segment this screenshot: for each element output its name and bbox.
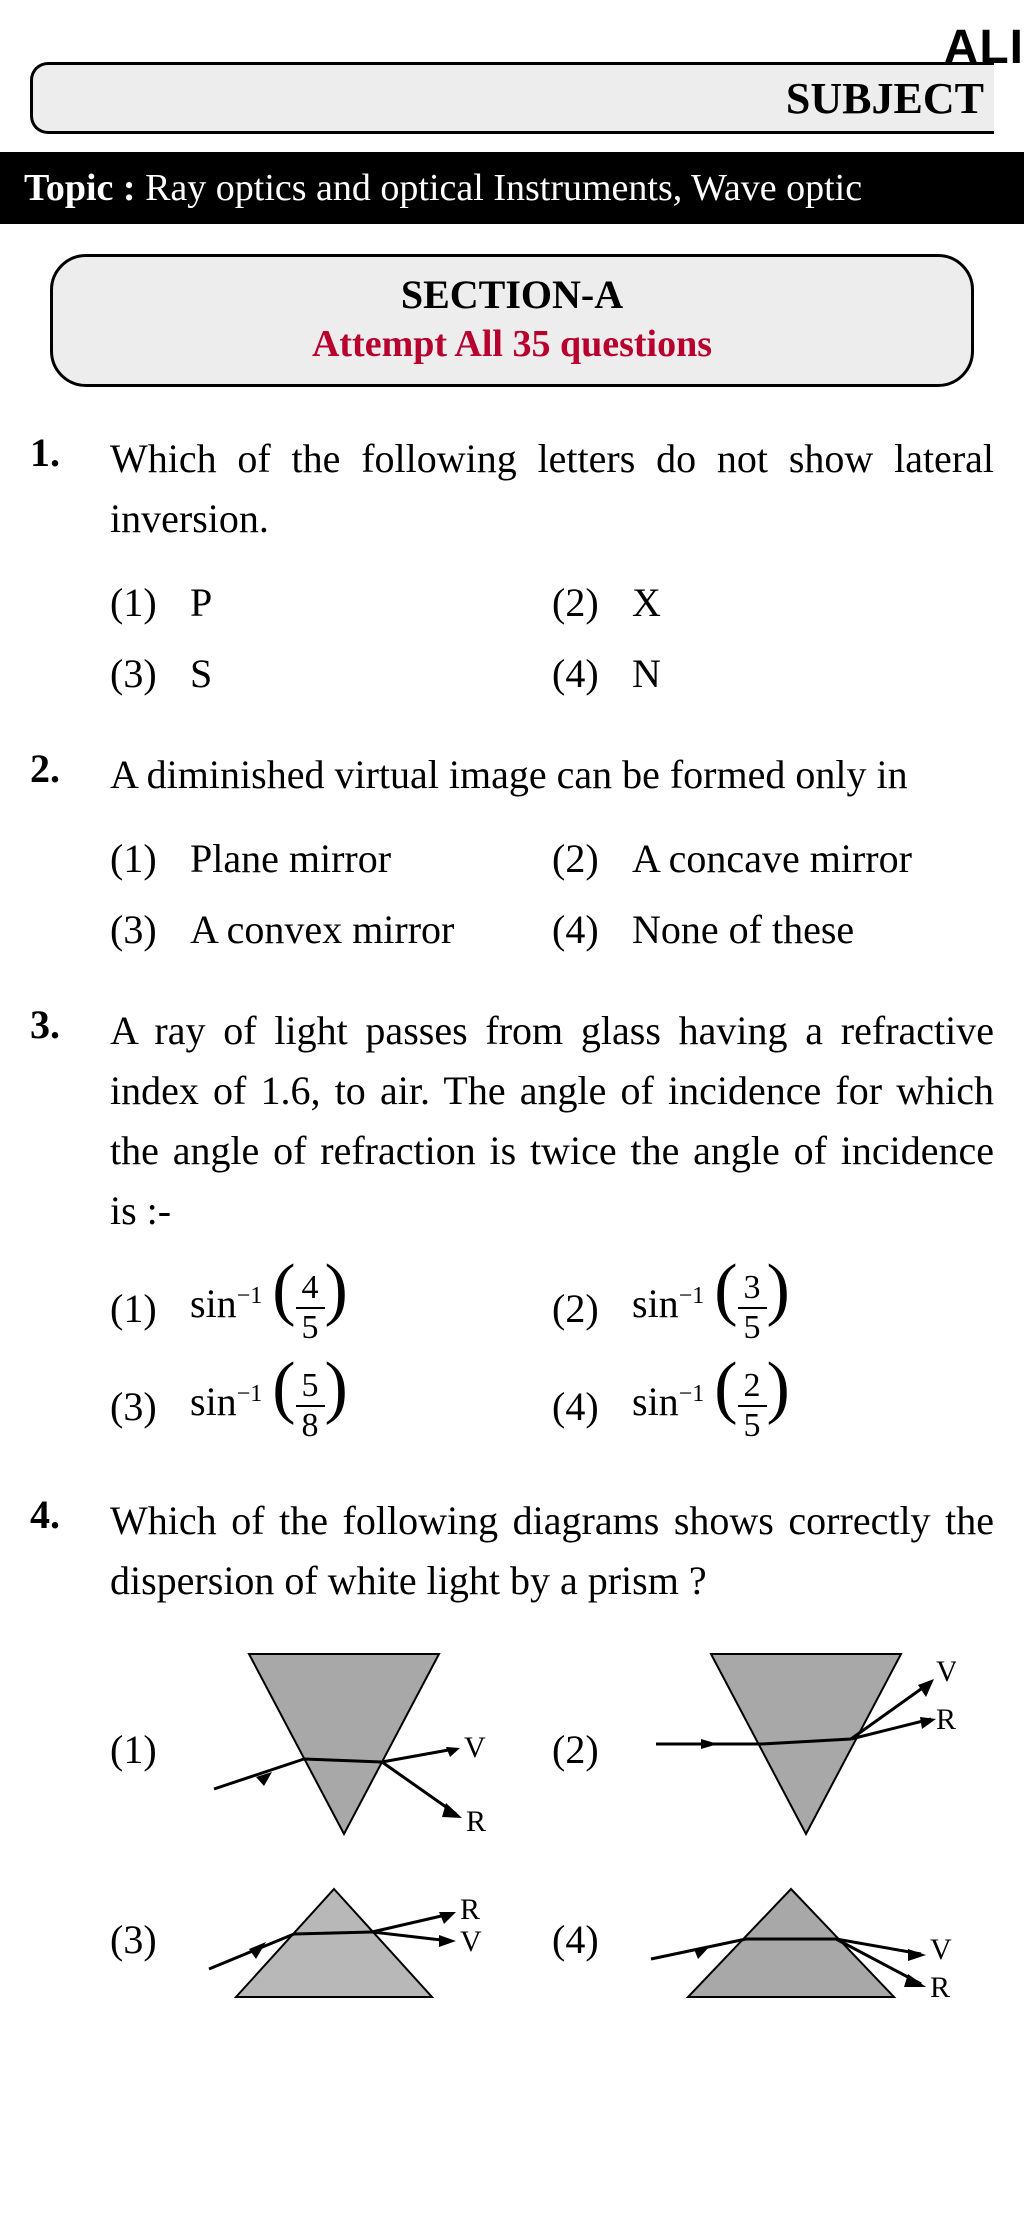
option-math: sin−1 (25) (632, 1369, 790, 1443)
subject-label: SUBJECT (786, 73, 984, 124)
svg-text:R: R (930, 1971, 950, 1999)
option-text: Plane mirror (190, 835, 391, 882)
svg-text:R: R (466, 1805, 486, 1838)
option-label: (2) (552, 1726, 616, 1773)
question-number: 3. (30, 1001, 110, 1455)
option-label: (2) (552, 1285, 616, 1332)
option[interactable]: (3) sin−1 (58) (110, 1357, 552, 1455)
option-label: (4) (552, 906, 616, 953)
topic-bar: Topic : Ray optics and optical Instrumen… (0, 152, 1024, 224)
option[interactable]: (1) V R (110, 1629, 552, 1869)
option-label: (3) (110, 1383, 174, 1430)
section-subtitle: Attempt All 35 questions (53, 322, 971, 366)
option-label: (3) (110, 906, 174, 953)
question-1: 1. Which of the following letters do not… (0, 411, 1024, 727)
option-text: X (632, 579, 661, 626)
option-label: (2) (552, 835, 616, 882)
prism-diagram-3: R V (194, 1879, 494, 1999)
option[interactable]: (4) N (552, 638, 994, 709)
prism-diagram-1: V R (194, 1639, 494, 1859)
topic-prefix: Topic : (24, 167, 136, 209)
svg-text:R: R (936, 1703, 956, 1736)
option[interactable]: (3) S (110, 638, 552, 709)
svg-text:V: V (460, 1925, 482, 1958)
option-text: S (190, 650, 212, 697)
option[interactable]: (3) A convex mirror (110, 894, 552, 965)
svg-text:V: V (464, 1731, 486, 1764)
option[interactable]: (2) X (552, 567, 994, 638)
option-label: (4) (552, 1383, 616, 1430)
option-label: (3) (110, 1916, 174, 1963)
option-text: A concave mirror (632, 835, 912, 882)
question-number: 1. (30, 429, 110, 709)
option[interactable]: (4) sin−1 (25) (552, 1357, 994, 1455)
option[interactable]: (4) None of these (552, 894, 994, 965)
topic-text: Ray optics and optical Instruments, Wave… (145, 167, 862, 209)
option[interactable]: (1) P (110, 567, 552, 638)
question-4: 4. Which of the following diagrams shows… (0, 1473, 1024, 2027)
svg-text:V: V (936, 1655, 956, 1688)
section-title: SECTION-A (53, 271, 971, 318)
subject-bar: SUBJECT (30, 62, 994, 134)
option-label: (4) (552, 650, 616, 697)
option[interactable]: (3) R V (110, 1869, 552, 2009)
option[interactable]: (4) V R (552, 1869, 994, 2009)
question-stem: A diminished virtual image can be formed… (110, 745, 994, 805)
question-2: 2. A diminished virtual image can be for… (0, 727, 1024, 983)
question-stem: A ray of light passes from glass having … (110, 1001, 994, 1241)
section-box: SECTION-A Attempt All 35 questions (50, 254, 974, 387)
option-label: (1) (110, 1726, 174, 1773)
option[interactable]: (2) sin−1 (35) (552, 1259, 994, 1357)
question-number: 2. (30, 745, 110, 965)
prism-diagram-4: V R (636, 1879, 956, 1999)
option[interactable]: (2) A concave mirror (552, 823, 994, 894)
option-math: sin−1 (58) (190, 1369, 348, 1443)
brand-label: ALI (944, 20, 1024, 75)
option-label: (2) (552, 579, 616, 626)
option-text: A convex mirror (190, 906, 454, 953)
question-number: 4. (30, 1491, 110, 2009)
question-stem: Which of the following letters do not sh… (110, 429, 994, 549)
option[interactable]: (1) sin−1 (45) (110, 1259, 552, 1357)
option-text: N (632, 650, 661, 697)
option-label: (1) (110, 579, 174, 626)
option[interactable]: (2) V R (552, 1629, 994, 1869)
option-label: (1) (110, 1285, 174, 1332)
option-label: (4) (552, 1916, 616, 1963)
option-text: None of these (632, 906, 854, 953)
question-3: 3. A ray of light passes from glass havi… (0, 983, 1024, 1473)
svg-text:V: V (930, 1933, 952, 1966)
option-math: sin−1 (45) (190, 1271, 348, 1345)
option[interactable]: (1) Plane mirror (110, 823, 552, 894)
option-text: P (190, 579, 212, 626)
option-label: (3) (110, 650, 174, 697)
prism-diagram-2: V R (636, 1639, 956, 1859)
option-math: sin−1 (35) (632, 1271, 790, 1345)
question-stem: Which of the following diagrams shows co… (110, 1491, 994, 1611)
option-label: (1) (110, 835, 174, 882)
svg-text:R: R (460, 1893, 480, 1926)
